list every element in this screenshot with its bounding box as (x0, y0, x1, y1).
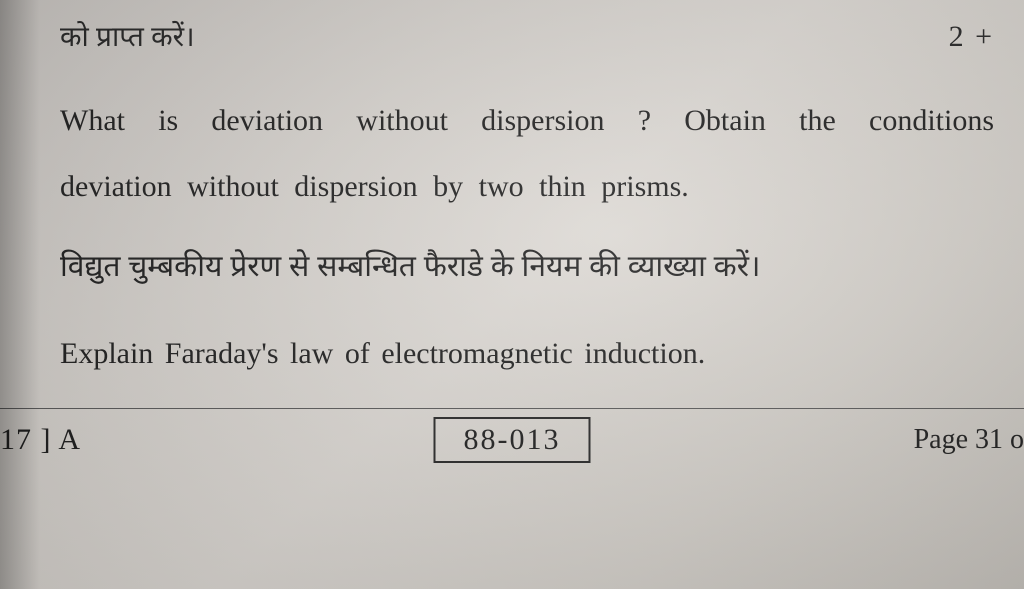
page-footer: 17 ] A 88-013 Page 31 o (0, 423, 1024, 457)
hindi-fragment-text: को प्राप्त करें। (60, 22, 195, 58)
question-2-english: Explain Faraday's law of electromagnetic… (60, 324, 994, 384)
footer-left-code: 17 ] A (0, 423, 81, 457)
separator-line (0, 408, 1024, 409)
top-row: को प्राप्त करें। 2 + (60, 20, 994, 58)
question-1-en-line2: deviation without dispersion by two thin… (60, 154, 994, 220)
marks-label: 2 + (949, 20, 994, 54)
footer-paper-code-box: 88-013 (434, 417, 591, 463)
footer-page-number: Page 31 o (914, 424, 1024, 456)
question-1-english: What is deviation without dispersion ? O… (60, 88, 994, 220)
question-1-en-line1: What is deviation without dispersion ? O… (60, 88, 994, 154)
question-2-hindi: विद्युत चुम्बकीय प्रेरण से सम्बन्धित फैर… (60, 240, 994, 300)
exam-page: को प्राप्त करें। 2 + What is deviation w… (0, 0, 1024, 589)
